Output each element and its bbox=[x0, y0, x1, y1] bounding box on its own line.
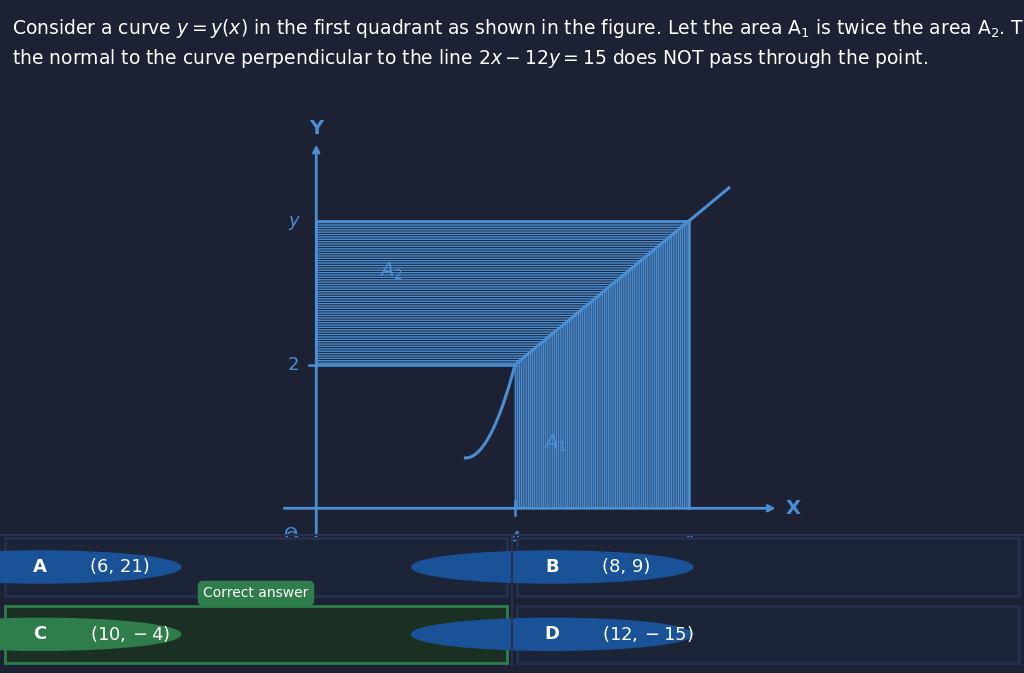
Circle shape bbox=[412, 618, 692, 650]
Text: $(10, -4)$: $(10, -4)$ bbox=[90, 625, 171, 644]
Text: (6, 21): (6, 21) bbox=[90, 558, 151, 576]
Text: the normal to the curve perpendicular to the line $2x - 12y = 15$ does NOT pass : the normal to the curve perpendicular to… bbox=[12, 47, 929, 70]
Text: x: x bbox=[684, 530, 694, 548]
Text: y: y bbox=[288, 212, 299, 230]
Text: (8, 9): (8, 9) bbox=[602, 558, 651, 576]
Text: A: A bbox=[34, 558, 47, 576]
Circle shape bbox=[0, 551, 181, 583]
Text: 4: 4 bbox=[509, 530, 521, 548]
Text: C: C bbox=[34, 625, 47, 643]
Text: Consider a curve $y = y(x)$ in the first quadrant as shown in the figure. Let th: Consider a curve $y = y(x)$ in the first… bbox=[12, 17, 1024, 40]
Circle shape bbox=[412, 551, 692, 583]
Text: O: O bbox=[285, 526, 298, 544]
Text: $(12, -15)$: $(12, -15)$ bbox=[602, 625, 694, 644]
Text: B: B bbox=[546, 558, 559, 576]
Circle shape bbox=[0, 618, 181, 650]
Text: Correct answer: Correct answer bbox=[204, 586, 308, 600]
Text: Y: Y bbox=[309, 119, 324, 138]
Text: $A_2$: $A_2$ bbox=[379, 260, 402, 282]
Text: D: D bbox=[545, 625, 560, 643]
Text: O: O bbox=[285, 530, 299, 548]
Text: 2: 2 bbox=[288, 355, 299, 374]
Text: $A_1$: $A_1$ bbox=[543, 433, 566, 454]
Text: X: X bbox=[786, 499, 801, 518]
